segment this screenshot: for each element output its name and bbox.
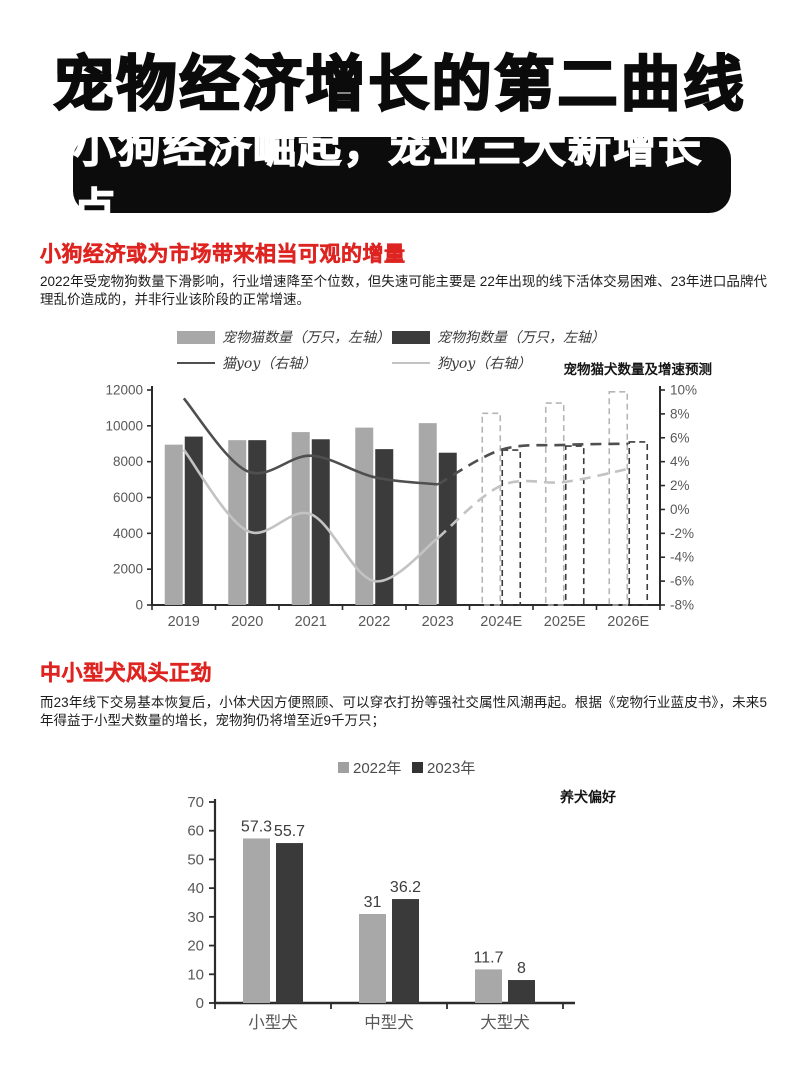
chart2-title: 养犬偏好 [560, 789, 616, 805]
forecast-bar [481, 412, 502, 606]
left-axis-label: 10000 [105, 418, 143, 433]
yoy-line-forecast [436, 467, 629, 540]
forecast-bar [544, 402, 565, 606]
dog-bar-swatch-icon [392, 330, 430, 344]
x-axis-label: 2022 [358, 614, 390, 630]
data-label: 8 [517, 960, 526, 977]
left-axis-label: 8000 [113, 454, 143, 469]
right-axis-label: 0% [670, 502, 690, 517]
x-axis-label: 中型犬 [364, 1013, 414, 1032]
x-axis-label: 小型犬 [248, 1013, 298, 1032]
left-axis-label: 4000 [113, 526, 143, 541]
x-axis-label: 2021 [295, 614, 327, 630]
right-axis-label: -4% [670, 550, 694, 565]
x-axis-label: 2026E [607, 614, 649, 630]
x-axis-label: 2025E [544, 614, 586, 630]
x-axis-label: 大型犬 [480, 1013, 530, 1032]
forecast-bar [501, 449, 522, 606]
legend-dog-bars-label: 宠物狗数量（万只，左轴） [437, 330, 605, 346]
bar [359, 913, 386, 1003]
bar [291, 432, 310, 605]
data-label: 36.2 [390, 879, 421, 896]
y-axis-label: 30 [187, 909, 204, 926]
bar [508, 980, 535, 1003]
forecast-bar [628, 441, 649, 606]
legend-2022-label: 2022年 [353, 760, 402, 777]
cat-bar-swatch-icon [177, 330, 215, 344]
grouped-bar-chart: 0 10 20 30 40 50 60 70 小型犬 中型犬 大型犬 57.3 31 11.7 55.7 36… [187, 794, 575, 1032]
legend-dog-yoy: 狗yoy（右轴） [392, 353, 531, 373]
right-axis-label: -8% [670, 598, 694, 613]
x-axis-label: 2020 [231, 614, 263, 630]
y-axis-label: 20 [187, 938, 204, 955]
x-axis-label: 2019 [168, 614, 200, 630]
yoy-line-forecast [437, 442, 629, 486]
yoy-line [182, 397, 438, 486]
legend-dog-yoy-label: 狗yoy（右轴） [437, 356, 532, 372]
bar [248, 440, 267, 605]
yoy-line [182, 448, 439, 583]
bar [375, 449, 394, 605]
bar [276, 843, 303, 1003]
data-label: 11.7 [474, 949, 504, 966]
legend-dog-bars: 宠物狗数量（万只，左轴） [392, 327, 605, 347]
left-axis-label: 0 [135, 598, 143, 613]
bar [392, 899, 419, 1003]
y-axis-label: 40 [187, 880, 204, 897]
chart1-title: 宠物猫犬数量及增速预测 [563, 362, 713, 377]
legend-2022: 2022年 [338, 757, 401, 778]
bar [184, 436, 203, 605]
bar [355, 427, 374, 605]
forecast-bar [608, 390, 629, 606]
bar [243, 838, 270, 1003]
main-title: 宠物经济增长的第二曲线 [52, 50, 747, 119]
section1-heading: 小狗经济或为市场带来相当可观的增量 [40, 243, 406, 267]
bar [475, 969, 502, 1003]
y-axis-label: 50 [187, 851, 204, 868]
legend-cat-bars-label: 宠物猫数量（万只，左轴） [222, 330, 390, 346]
y-axis-label: 10 [187, 966, 204, 983]
dog-line-swatch-icon [392, 361, 430, 365]
bar [438, 452, 457, 605]
y-axis-label: 60 [187, 823, 204, 840]
forecast-bar [564, 445, 585, 606]
section2-heading: 中小型犬风头正劲 [40, 662, 212, 686]
x-axis-label: 2023 [422, 614, 454, 630]
cat-line-swatch-icon [177, 361, 215, 365]
data-label: 57.3 [241, 818, 272, 835]
left-axis-label: 2000 [113, 562, 143, 577]
right-axis-label: 10% [670, 383, 697, 398]
right-axis-label: -6% [670, 574, 694, 589]
data-label: 55.7 [274, 823, 305, 840]
subtitle-banner-text: 小狗经济崛起，宠业三大新增长点 [72, 123, 703, 234]
data-label: 31 [364, 894, 382, 911]
year-2022-swatch-icon [338, 762, 349, 773]
right-axis-label: 2% [670, 478, 690, 493]
legend-cat-bars: 宠物猫数量（万只，左轴） [177, 327, 390, 347]
right-axis-label: 6% [670, 430, 690, 445]
legend-cat-yoy: 猫yoy（右轴） [177, 353, 316, 373]
legend-cat-yoy-label: 猫yoy（右轴） [222, 356, 317, 372]
y-axis-label: 70 [187, 794, 204, 811]
left-axis-label: 6000 [113, 490, 143, 505]
subtitle-banner: 小狗经济崛起，宠业三大新增长点 [72, 123, 731, 235]
legend-2023: 2023年 [412, 757, 475, 778]
section1-body: 2022年受宠物狗数量下滑影响，行业增速降至个位数，但失速可能主要是 22年出现… [40, 274, 767, 307]
x-axis-label: 2024E [480, 614, 522, 630]
year-2023-swatch-icon [412, 762, 423, 773]
right-axis-label: 8% [670, 406, 690, 421]
combo-chart: 0 2000 4000 6000 8000 10000 12000 -8% -6% -4% -2% 0… [105, 383, 697, 631]
right-axis-label: 4% [670, 454, 690, 469]
y-axis-label: 0 [196, 995, 204, 1012]
legend-2023-label: 2023年 [427, 760, 476, 777]
left-axis-label: 12000 [105, 383, 143, 398]
bar [418, 423, 437, 605]
bar [164, 444, 183, 605]
right-axis-label: -2% [670, 526, 694, 541]
section2-body: 而23年线下交易基本恢复后，小体犬因方便照顾、可以穿衣打扮等强社交属性风潮再起。… [40, 695, 767, 728]
